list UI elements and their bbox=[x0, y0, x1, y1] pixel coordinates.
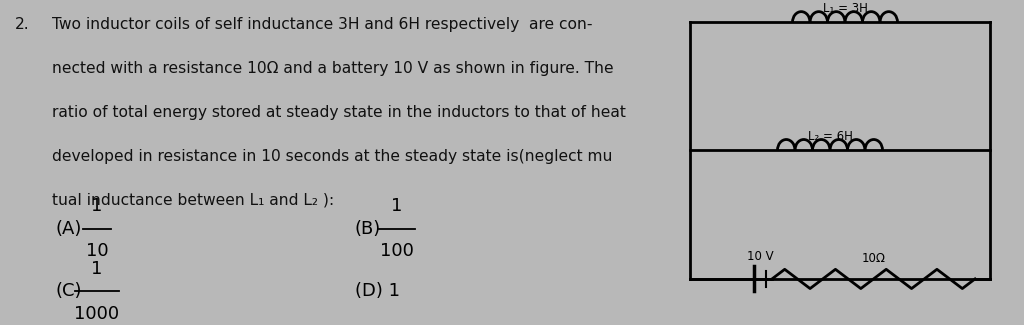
Text: Two inductor coils of self inductance 3H and 6H respectively  are con-: Two inductor coils of self inductance 3H… bbox=[52, 18, 593, 32]
Text: (B): (B) bbox=[355, 220, 381, 238]
Text: developed in resistance in 10 seconds at the steady state is(neglect mu: developed in resistance in 10 seconds at… bbox=[52, 149, 612, 164]
Text: 1: 1 bbox=[91, 260, 102, 278]
Text: 2.: 2. bbox=[15, 18, 30, 32]
Text: 1: 1 bbox=[391, 198, 402, 215]
Text: (A): (A) bbox=[55, 220, 81, 238]
Text: 1000: 1000 bbox=[75, 305, 120, 323]
Text: nected with a resistance 10Ω and a battery 10 V as shown in figure. The: nected with a resistance 10Ω and a batte… bbox=[52, 61, 613, 76]
Text: 10: 10 bbox=[86, 242, 109, 260]
Text: ratio of total energy stored at steady state in the inductors to that of heat: ratio of total energy stored at steady s… bbox=[52, 105, 626, 120]
Text: tual inductance between L₁ and L₂ ):: tual inductance between L₁ and L₂ ): bbox=[52, 192, 334, 207]
Text: L₁ = 3H: L₁ = 3H bbox=[822, 3, 867, 16]
Text: (C): (C) bbox=[55, 282, 82, 300]
Text: 10 V: 10 V bbox=[746, 250, 773, 263]
Text: 10Ω: 10Ω bbox=[861, 253, 886, 266]
Text: 1: 1 bbox=[91, 198, 102, 215]
Text: L₂ = 6H: L₂ = 6H bbox=[808, 130, 852, 143]
Text: 100: 100 bbox=[380, 242, 414, 260]
Text: (D) 1: (D) 1 bbox=[355, 282, 400, 300]
